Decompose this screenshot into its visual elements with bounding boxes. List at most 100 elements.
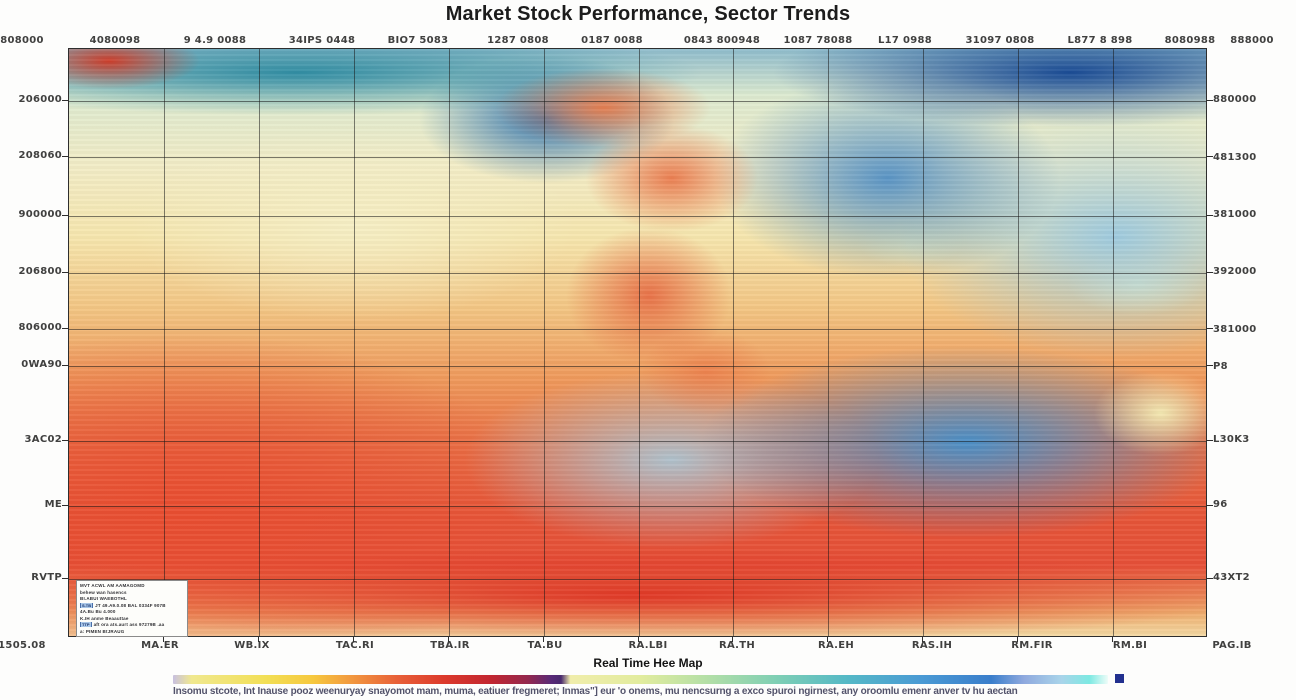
grid-line-vertical <box>164 49 165 636</box>
legend-chip: S.TB <box>80 602 94 608</box>
axis-tick <box>62 505 68 506</box>
top-axis-label: 1087 78088 <box>783 35 853 46</box>
axis-tick <box>258 637 259 642</box>
legend-row: K.IH anme Beaauttae <box>80 616 184 621</box>
grid-line-vertical <box>1018 49 1019 636</box>
legend-row: S.TB JT 49.A9.0.08 BAL 0334F 907B <box>80 602 184 608</box>
map-plot-area: MVT ACWL AM AAMAGOMD behew wan hasencs BI.… <box>68 48 1207 637</box>
axis-tick <box>62 215 68 216</box>
bottom-axis-label: TBA.IR <box>430 640 470 651</box>
top-axis-label: 808000 <box>0 35 44 46</box>
top-axis-label: 34IPS 0448 <box>288 35 356 46</box>
map-caption: Real Time Hee Map <box>593 656 703 670</box>
chart-title: Market Stock Performance, Sector Trends <box>445 3 851 25</box>
top-axis-label: 0843 800948 <box>683 35 761 46</box>
right-axis-label: P8 <box>1213 361 1228 372</box>
left-axis-label: 900000 <box>18 209 62 220</box>
left-axis-label: 3AC02 <box>24 434 62 445</box>
bottom-axis-label: RA.TH <box>718 640 756 651</box>
grid-line-vertical <box>544 49 545 636</box>
grid-line-vertical <box>639 49 640 636</box>
top-axis-label: L17 0988 <box>877 35 933 46</box>
legend-row: MVT ACWL AM AAMAGOMD <box>80 583 184 588</box>
axis-tick <box>732 637 733 642</box>
grid-line-vertical <box>449 49 450 636</box>
bottom-axis-label: RAS.IH <box>911 640 953 651</box>
axis-tick <box>1207 156 1213 157</box>
axis-tick <box>62 156 68 157</box>
legend-row: TTP aft ora ats.aurt ass 97279B .aa <box>80 622 184 628</box>
axis-tick <box>1207 100 1213 101</box>
legend-row: BI.ABUI WAEBOTHL <box>80 596 184 601</box>
grid-line-horizontal <box>69 157 1206 158</box>
axis-tick <box>163 637 164 642</box>
right-axis-label: 381000 <box>1213 324 1257 335</box>
top-axis-label: 888000 <box>1230 35 1274 46</box>
right-axis-label: 880000 <box>1213 94 1257 105</box>
axis-tick <box>353 637 354 642</box>
grid-line-horizontal <box>69 366 1206 367</box>
top-axis-label: 31097 0808 <box>965 35 1035 46</box>
axis-tick <box>543 637 544 642</box>
grid-line-horizontal <box>69 329 1206 330</box>
axis-tick <box>827 637 828 642</box>
bottom-axis-label: RA.LBI <box>628 640 668 651</box>
axis-tick <box>1207 365 1213 366</box>
grid-line-vertical <box>923 49 924 636</box>
top-axis-label: 1287 0808 <box>487 35 549 46</box>
legend-label: behew wan hasencs <box>80 589 127 595</box>
grid-line-vertical <box>733 49 734 636</box>
left-axis-label: RVTP <box>31 572 62 583</box>
right-axis-label: 43XT2 <box>1213 572 1250 583</box>
bottom-axis-label: TA.BU <box>527 640 563 651</box>
left-axis-label: 208060 <box>18 150 62 161</box>
legend-row: a: PIMEN BtJRAUG <box>80 629 184 634</box>
legend-label: 4A.Bu Bu 4.000 <box>80 609 116 615</box>
colorbar <box>173 675 1108 684</box>
axis-tick <box>62 328 68 329</box>
right-axis-label: 381000 <box>1213 209 1257 220</box>
grid-line-vertical <box>354 49 355 636</box>
axis-tick <box>62 578 68 579</box>
legend-label: JT 49.A9.0.08 BAL 0334F 907B <box>95 602 166 608</box>
grid-line-vertical <box>259 49 260 636</box>
legend-row: behew wan hasencs <box>80 590 184 595</box>
grid-line-horizontal <box>69 101 1206 102</box>
grid-line-horizontal <box>69 506 1206 507</box>
legend-row: 4A.Bu Bu 4.000 <box>80 609 184 614</box>
grid-line-vertical <box>828 49 829 636</box>
top-axis-label: 4080098 <box>89 35 141 46</box>
bottom-axis-label: RA.EH <box>817 640 855 651</box>
top-axis-label: 9 4.9 0088 <box>183 35 247 46</box>
bottom-axis-label: RM.BI <box>1112 640 1148 651</box>
legend-chip: TTP <box>80 622 92 628</box>
left-axis-label: 0WA90 <box>21 359 62 370</box>
axis-tick <box>62 365 68 366</box>
axis-tick <box>62 440 68 441</box>
legend-label: K.IH anme Beaauttae <box>80 615 129 621</box>
grid-line-vertical <box>1113 49 1114 636</box>
axis-tick <box>1017 637 1018 642</box>
top-axis-label: 8080988 <box>1164 35 1216 46</box>
axis-tick <box>1207 215 1213 216</box>
bottom-axis-label: MA.ER <box>141 640 179 651</box>
axis-tick <box>448 637 449 642</box>
right-axis-label: 96 <box>1213 499 1228 510</box>
axis-tick <box>1112 637 1113 642</box>
grid-line-horizontal <box>69 579 1206 580</box>
axis-tick <box>62 100 68 101</box>
right-axis-label: 481300 <box>1213 152 1257 163</box>
left-axis-label: ME <box>44 499 62 510</box>
axis-tick <box>1207 328 1213 329</box>
top-axis-label: 0187 0088 <box>581 35 643 46</box>
legend-label: a: PIMEN BtJRAUG <box>80 628 125 634</box>
grid-line-horizontal <box>69 216 1206 217</box>
grid-overlay <box>69 49 1206 636</box>
axis-tick <box>1207 440 1213 441</box>
top-axis-label: BIO7 5083 <box>387 35 449 46</box>
colorbar-caption: Insomu stcote, Int Inause pooz weenuryay… <box>173 686 1018 697</box>
legend-label: MVT ACWL AM AAMAGOMD <box>80 583 145 588</box>
bottom-axis-label: PAG.IB <box>1212 640 1252 651</box>
bottom-axis-label: WB.IX <box>234 640 270 651</box>
legend-label: BI.ABUI WAEBOTHL <box>80 596 127 602</box>
